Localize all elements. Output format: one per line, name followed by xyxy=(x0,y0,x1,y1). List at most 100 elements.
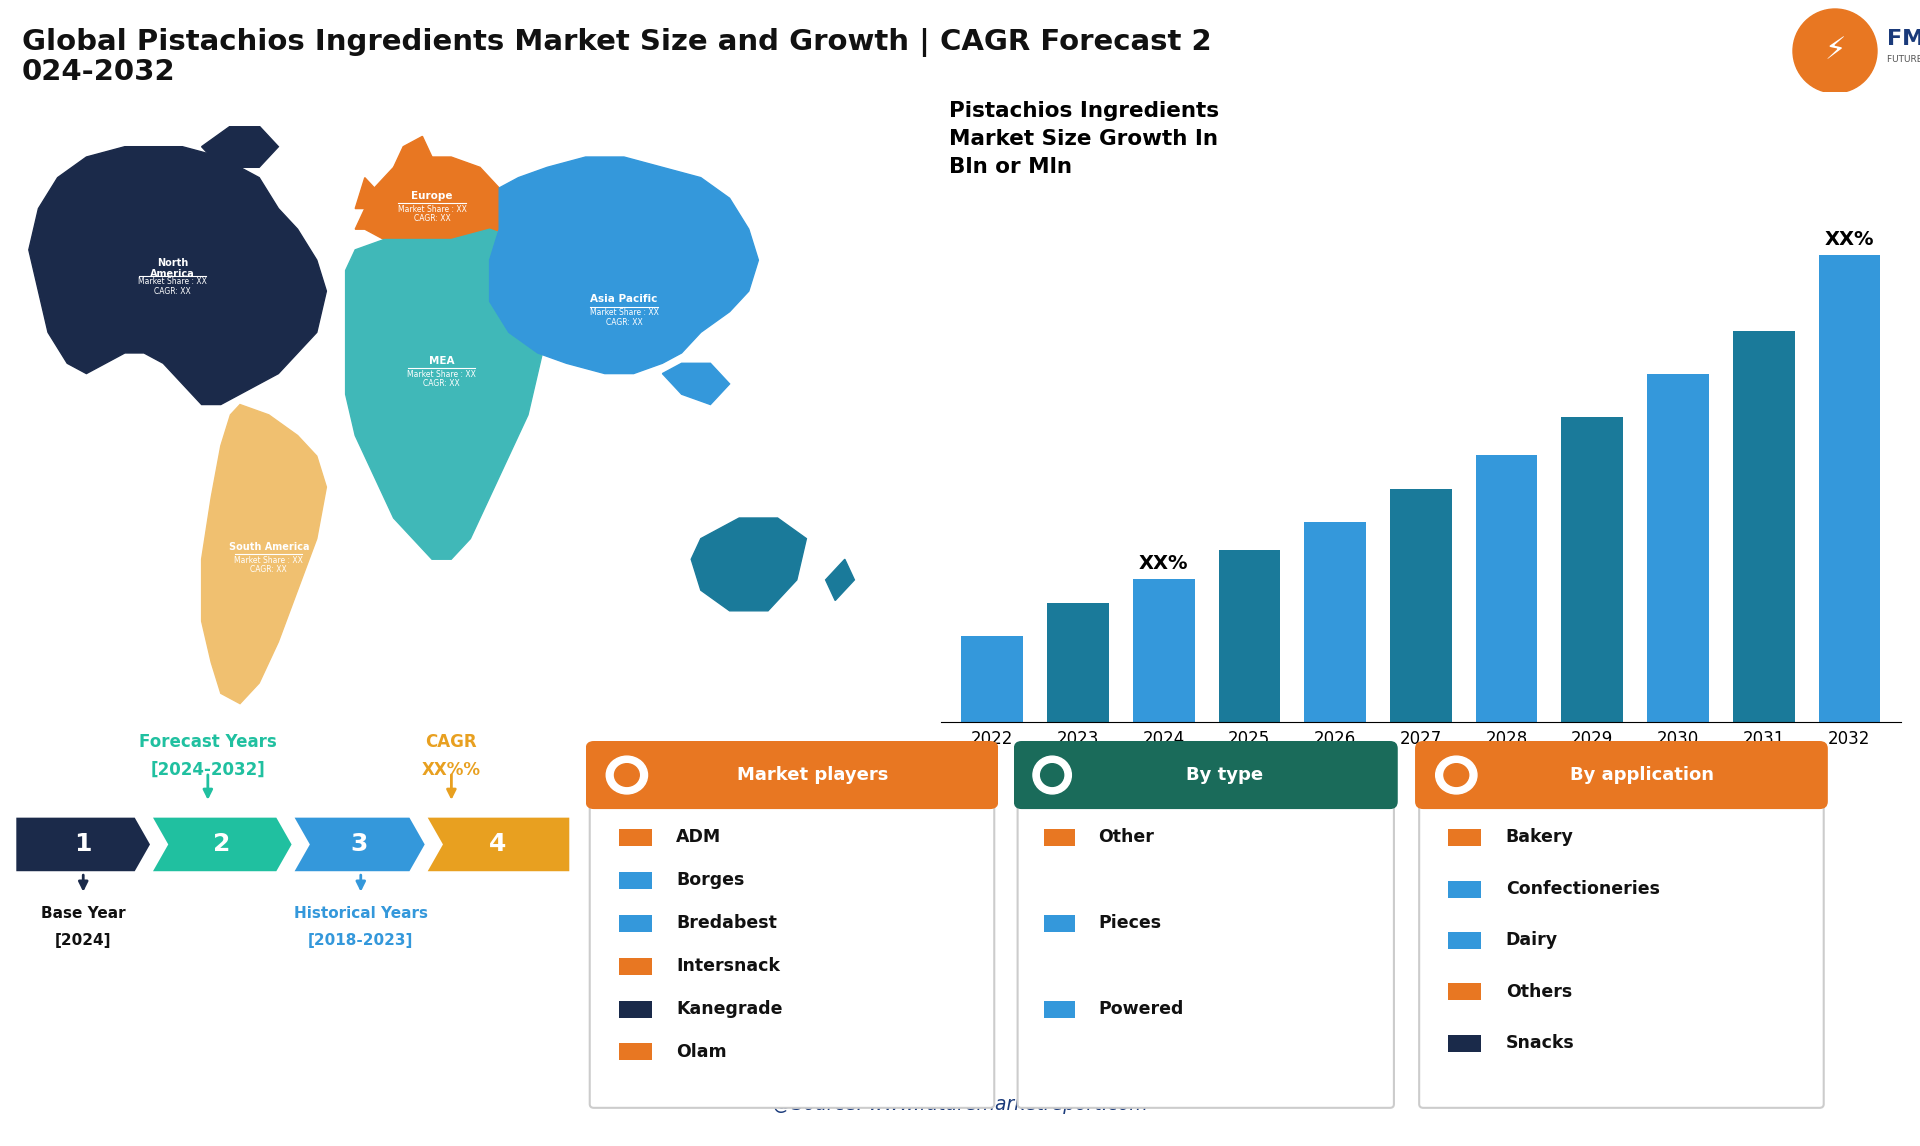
Bar xyxy=(1044,1000,1075,1018)
Text: Asia Pacific: Asia Pacific xyxy=(589,295,659,305)
Bar xyxy=(1448,1035,1480,1052)
Text: Market Share : XX: Market Share : XX xyxy=(234,556,303,565)
Bar xyxy=(1448,932,1480,949)
Text: CAGR: XX: CAGR: XX xyxy=(605,317,643,327)
Text: Dairy: Dairy xyxy=(1505,932,1557,949)
Polygon shape xyxy=(490,157,758,374)
FancyBboxPatch shape xyxy=(1018,806,1394,1108)
Polygon shape xyxy=(346,229,547,559)
Bar xyxy=(618,829,651,846)
Text: CAGR: XX: CAGR: XX xyxy=(413,214,451,223)
Text: By application: By application xyxy=(1571,766,1715,784)
Text: Market players: Market players xyxy=(737,766,889,784)
Text: South America: South America xyxy=(228,542,309,552)
Text: Market Share : XX: Market Share : XX xyxy=(138,277,207,286)
Polygon shape xyxy=(826,559,854,601)
Text: Market Share : XX: Market Share : XX xyxy=(589,308,659,317)
Text: Kanegrade: Kanegrade xyxy=(676,999,783,1018)
Text: Historical Years: Historical Years xyxy=(294,905,428,920)
FancyBboxPatch shape xyxy=(1014,741,1398,809)
Bar xyxy=(1046,603,1110,722)
Text: 2: 2 xyxy=(213,832,230,856)
Polygon shape xyxy=(394,136,432,167)
Text: Base Year: Base Year xyxy=(40,905,125,920)
FancyBboxPatch shape xyxy=(589,806,995,1108)
Text: Olam: Olam xyxy=(676,1043,728,1061)
Circle shape xyxy=(614,763,639,786)
Text: XX%%: XX%% xyxy=(422,761,480,779)
Polygon shape xyxy=(355,178,374,209)
Text: XX%: XX% xyxy=(1824,230,1874,250)
Text: [2024]: [2024] xyxy=(56,934,111,949)
Circle shape xyxy=(1033,756,1071,794)
Polygon shape xyxy=(202,126,278,167)
Bar xyxy=(618,872,651,889)
Text: North
America: North America xyxy=(150,258,196,280)
Polygon shape xyxy=(355,157,509,260)
Circle shape xyxy=(1436,756,1476,794)
Text: Market Share : XX: Market Share : XX xyxy=(397,205,467,214)
Text: By type: By type xyxy=(1187,766,1263,784)
Bar xyxy=(1044,915,1075,932)
Bar xyxy=(1734,331,1795,722)
Text: Other: Other xyxy=(1098,829,1154,847)
Text: Snacks: Snacks xyxy=(1505,1034,1574,1052)
Bar xyxy=(1304,521,1365,722)
Bar xyxy=(1561,417,1622,722)
Text: Global Pistachios Ingredients Market Size and Growth | CAGR Forecast 2: Global Pistachios Ingredients Market Siz… xyxy=(21,28,1212,57)
Bar xyxy=(1044,829,1075,846)
Text: CAGR: XX: CAGR: XX xyxy=(422,379,461,388)
Polygon shape xyxy=(662,363,730,405)
Text: Forecast Years: Forecast Years xyxy=(138,733,276,751)
Text: Pieces: Pieces xyxy=(1098,915,1162,932)
Text: 024-2032: 024-2032 xyxy=(21,58,175,86)
Text: Bakery: Bakery xyxy=(1505,829,1574,847)
Text: Borges: Borges xyxy=(676,871,745,889)
Bar xyxy=(1647,375,1709,722)
Text: CAGR: XX: CAGR: XX xyxy=(250,565,288,574)
Text: CAGR: XX: CAGR: XX xyxy=(154,286,192,296)
Bar xyxy=(618,958,651,975)
Text: FMR: FMR xyxy=(1887,29,1920,49)
Text: Intersnack: Intersnack xyxy=(676,957,780,975)
Text: Confectioneries: Confectioneries xyxy=(1505,880,1661,897)
Bar xyxy=(1133,579,1194,722)
Text: CAGR: CAGR xyxy=(426,733,478,751)
FancyBboxPatch shape xyxy=(586,741,998,809)
Text: 3: 3 xyxy=(351,832,369,856)
Text: Others: Others xyxy=(1505,983,1572,1000)
Text: ADM: ADM xyxy=(676,829,722,847)
Text: 4: 4 xyxy=(490,832,507,856)
Text: XX%: XX% xyxy=(1139,555,1188,573)
Polygon shape xyxy=(152,817,292,872)
Polygon shape xyxy=(426,817,570,872)
FancyBboxPatch shape xyxy=(1419,806,1824,1108)
Text: @Source: www.futuremarketreport.com: @Source: www.futuremarketreport.com xyxy=(772,1094,1148,1114)
Bar xyxy=(1448,983,1480,1000)
Text: 1: 1 xyxy=(75,832,92,856)
Circle shape xyxy=(1444,763,1469,786)
Circle shape xyxy=(1793,9,1878,93)
Text: Powered: Powered xyxy=(1098,999,1183,1018)
Text: Pistachios Ingredients
Market Size Growth In
Bln or Mln: Pistachios Ingredients Market Size Growt… xyxy=(948,101,1219,176)
Polygon shape xyxy=(691,518,806,611)
Bar xyxy=(618,1000,651,1018)
Circle shape xyxy=(1041,763,1064,786)
Text: FUTURE MARKET REPORT: FUTURE MARKET REPORT xyxy=(1887,55,1920,63)
Bar xyxy=(962,636,1023,722)
Text: Bredabest: Bredabest xyxy=(676,915,778,932)
Bar xyxy=(1818,256,1880,722)
Bar xyxy=(618,915,651,932)
Text: [2024-2032]: [2024-2032] xyxy=(150,761,265,779)
Bar xyxy=(618,1043,651,1060)
Polygon shape xyxy=(29,147,326,405)
Bar xyxy=(1448,829,1480,846)
Polygon shape xyxy=(202,405,326,704)
Polygon shape xyxy=(15,817,152,872)
Text: Market Share : XX: Market Share : XX xyxy=(407,370,476,379)
Bar xyxy=(1476,455,1538,722)
Bar xyxy=(1448,880,1480,897)
Text: MEA: MEA xyxy=(428,356,455,367)
Bar xyxy=(1219,550,1281,722)
Polygon shape xyxy=(292,817,426,872)
